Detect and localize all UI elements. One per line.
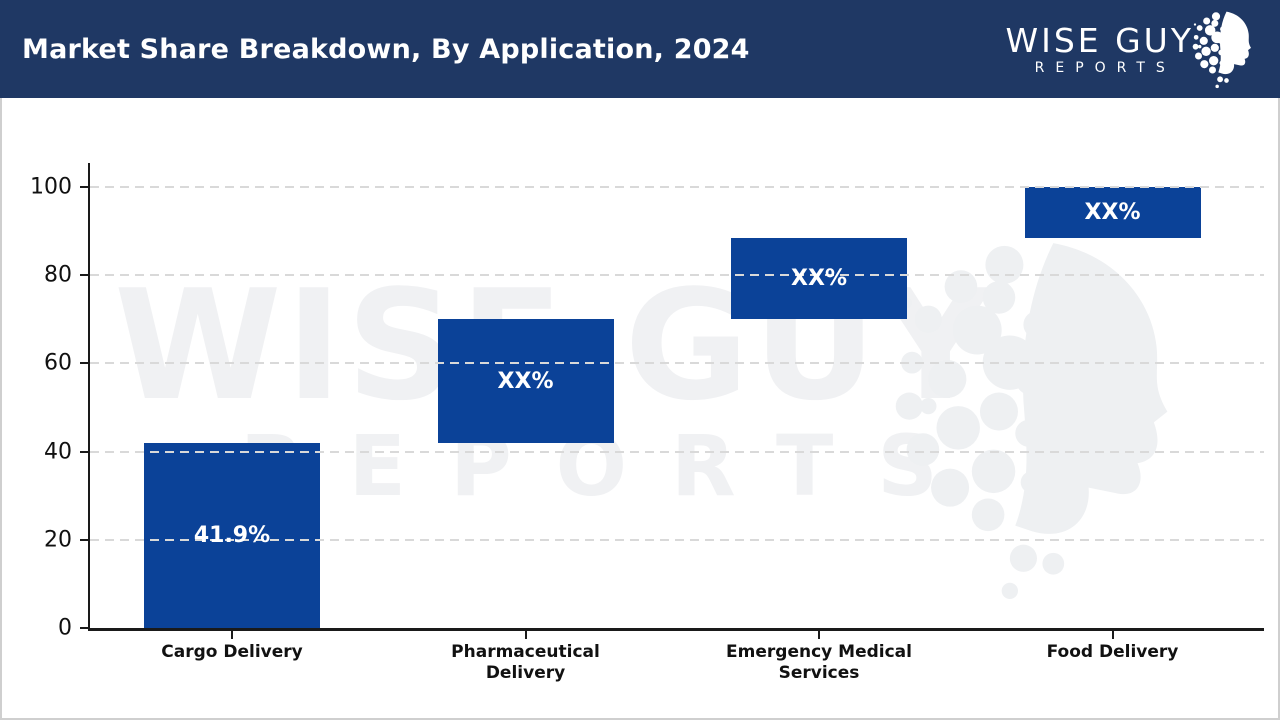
gridline-40 bbox=[90, 450, 1264, 453]
header-bar: Market Share Breakdown, By Application, … bbox=[0, 0, 1280, 98]
y-tick-label: 60 bbox=[44, 350, 72, 376]
bar-food-delivery bbox=[1024, 187, 1201, 239]
bar-cargo-delivery bbox=[144, 443, 320, 628]
y-tick-label: 100 bbox=[30, 174, 72, 200]
logo-subtitle: REPORTS bbox=[1034, 59, 1176, 76]
x-category-label-3: Emergency Medical Services bbox=[726, 642, 912, 684]
y-tick-mark bbox=[80, 450, 88, 453]
chart-title: Market Share Breakdown, By Application, … bbox=[22, 33, 750, 65]
y-tick-mark bbox=[80, 627, 88, 629]
y-tick-mark bbox=[80, 186, 88, 188]
gridline-60 bbox=[90, 362, 1264, 365]
y-tick-mark bbox=[80, 362, 88, 365]
x-tick-mark bbox=[524, 631, 527, 639]
y-axis-line bbox=[88, 163, 90, 629]
y-tick-label: 80 bbox=[44, 262, 72, 288]
watermark-face-icon bbox=[895, 243, 1168, 600]
gridline-100 bbox=[90, 186, 1264, 188]
logo-text-column: WISE GUY REPORTS bbox=[1005, 24, 1194, 75]
x-tick-mark bbox=[231, 631, 233, 639]
y-tick-mark bbox=[80, 274, 88, 277]
gridline-20 bbox=[90, 538, 1264, 541]
y-tick-label: 20 bbox=[44, 527, 72, 553]
x-category-label-4: Food Delivery bbox=[1046, 642, 1179, 662]
chart-card: WISE GUY REPORTS 41.9% XX% XX% XX% 0 20 40 60 80… bbox=[0, 98, 1280, 720]
logo-face-icon bbox=[1192, 11, 1251, 89]
bar-pharmaceutical-delivery bbox=[437, 319, 614, 444]
x-tick-mark bbox=[818, 631, 820, 639]
x-axis-line bbox=[88, 628, 1264, 631]
x-category-label-1: Cargo Delivery bbox=[161, 642, 303, 662]
y-tick-mark bbox=[80, 538, 88, 541]
bar-emergency-medical-services bbox=[731, 238, 907, 320]
y-tick-label: 40 bbox=[44, 439, 72, 465]
y-tick-label: 0 bbox=[58, 615, 72, 641]
x-tick-mark bbox=[1111, 631, 1114, 639]
x-category-label-2: Pharmaceutical Delivery bbox=[451, 642, 600, 684]
wise-guy-logo: WISE GUY REPORTS bbox=[1005, 8, 1258, 90]
gridline-80 bbox=[90, 274, 1264, 277]
logo-wordmark: WISE GUY bbox=[1005, 20, 1194, 60]
